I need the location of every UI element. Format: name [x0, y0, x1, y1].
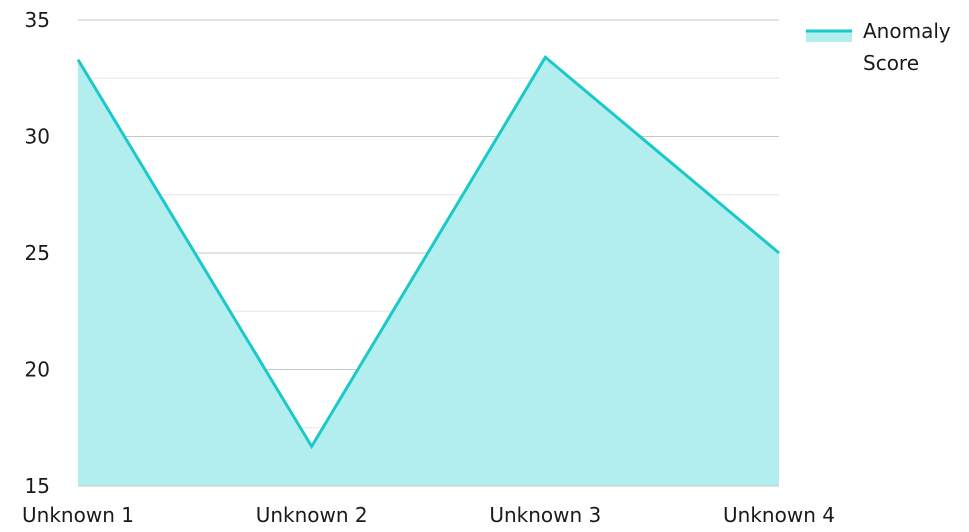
y-tick-label: 15 [25, 474, 50, 498]
x-tick-label: Unknown 2 [256, 503, 368, 527]
y-tick-label: 35 [25, 8, 50, 32]
y-tick-label: 20 [25, 358, 50, 382]
x-tick-label: Unknown 4 [723, 503, 835, 527]
series-area-fill [78, 57, 779, 486]
legend-label-line-2: Score [863, 51, 919, 75]
y-tick-label: 25 [25, 241, 50, 265]
x-tick-label: Unknown 3 [489, 503, 601, 527]
y-axis: 15 20 25 30 35 [25, 8, 50, 498]
y-tick-label: 30 [25, 125, 50, 149]
x-tick-label: Unknown 1 [22, 503, 134, 527]
legend[interactable]: Anomaly Score [806, 19, 951, 75]
legend-swatch-fill [806, 30, 852, 42]
plot-area [76, 55, 780, 487]
series-line[interactable] [76, 55, 780, 450]
legend-label-line-1: Anomaly [863, 19, 951, 43]
x-axis: Unknown 1 Unknown 2 Unknown 3 Unknown 4 [22, 503, 835, 527]
